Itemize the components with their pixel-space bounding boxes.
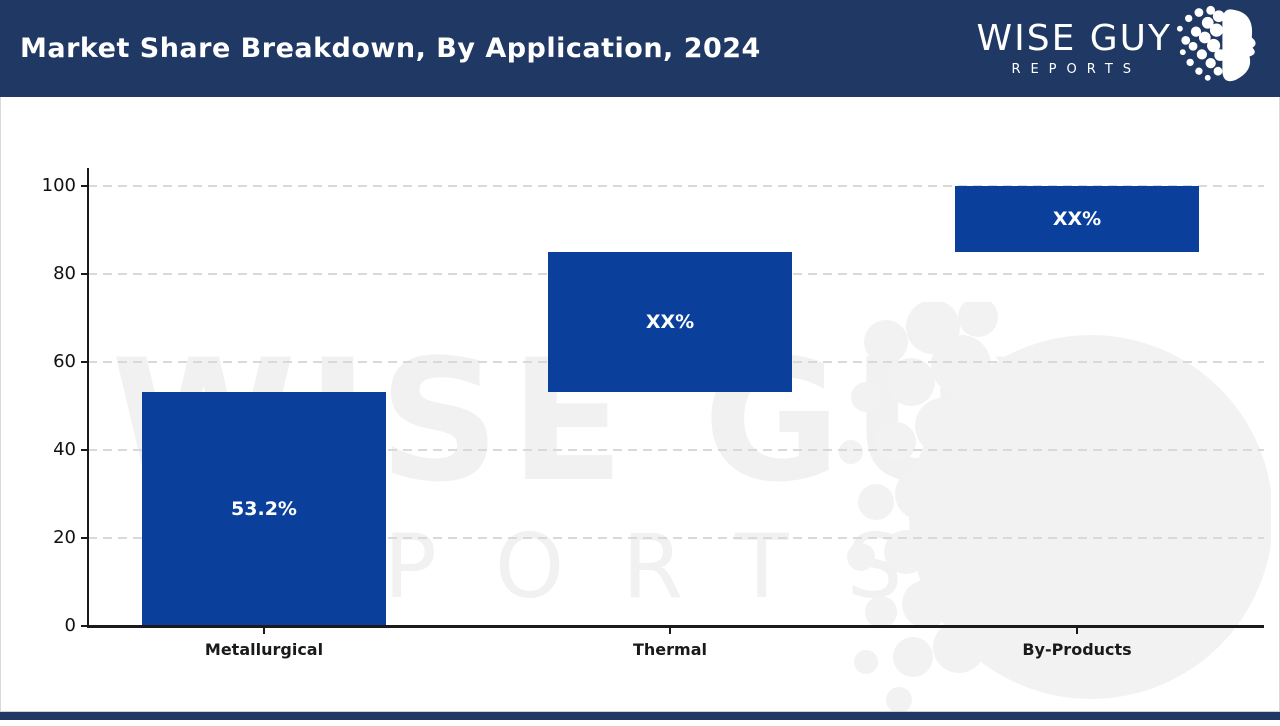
y-tick-label: 80	[53, 263, 76, 284]
header-bar: Market Share Breakdown, By Application, …	[0, 0, 1280, 97]
brand-name: WISE GUY	[976, 18, 1172, 59]
y-tick-label: 40	[53, 439, 76, 460]
footer-divider	[0, 711, 1280, 712]
y-tick	[81, 273, 87, 275]
gridline	[88, 537, 1264, 539]
bar-value-label: XX%	[1052, 208, 1102, 230]
y-tick	[81, 185, 87, 187]
page-title: Market Share Breakdown, By Application, …	[20, 33, 761, 64]
category-label: By-Products	[1022, 640, 1132, 659]
y-tick	[81, 361, 87, 363]
bar: XX%	[548, 252, 792, 392]
y-tick-label: 60	[53, 351, 76, 372]
y-tick	[81, 625, 87, 627]
bar-value-label: XX%	[645, 310, 695, 333]
bar: 53.2%	[142, 391, 386, 626]
y-tick-label: 20	[53, 527, 76, 548]
category-label: Thermal	[633, 640, 707, 659]
category-label: Metallurgical	[204, 640, 324, 659]
brand-logo: WISE GUY REPORTS	[977, 5, 1263, 93]
gridline	[88, 449, 1264, 451]
gridline	[88, 185, 1264, 187]
y-axis	[87, 168, 89, 628]
footer-bar	[0, 712, 1280, 720]
x-tick	[669, 628, 671, 634]
bar: XX%	[955, 186, 1199, 252]
face-logo-icon	[1174, 5, 1262, 93]
x-axis	[87, 625, 1264, 628]
bar-value-label: 53.2%	[231, 497, 297, 520]
y-tick	[81, 449, 87, 451]
x-tick	[1076, 628, 1078, 634]
x-tick	[263, 628, 265, 634]
brand-subtitle: REPORTS	[1011, 62, 1142, 77]
y-tick-label: 100	[41, 175, 76, 196]
brand-wordmark: WISE GUY REPORTS	[976, 18, 1173, 77]
y-tick-label: 0	[64, 615, 76, 636]
watermark-face-icon	[771, 297, 1273, 726]
y-tick	[81, 537, 87, 539]
